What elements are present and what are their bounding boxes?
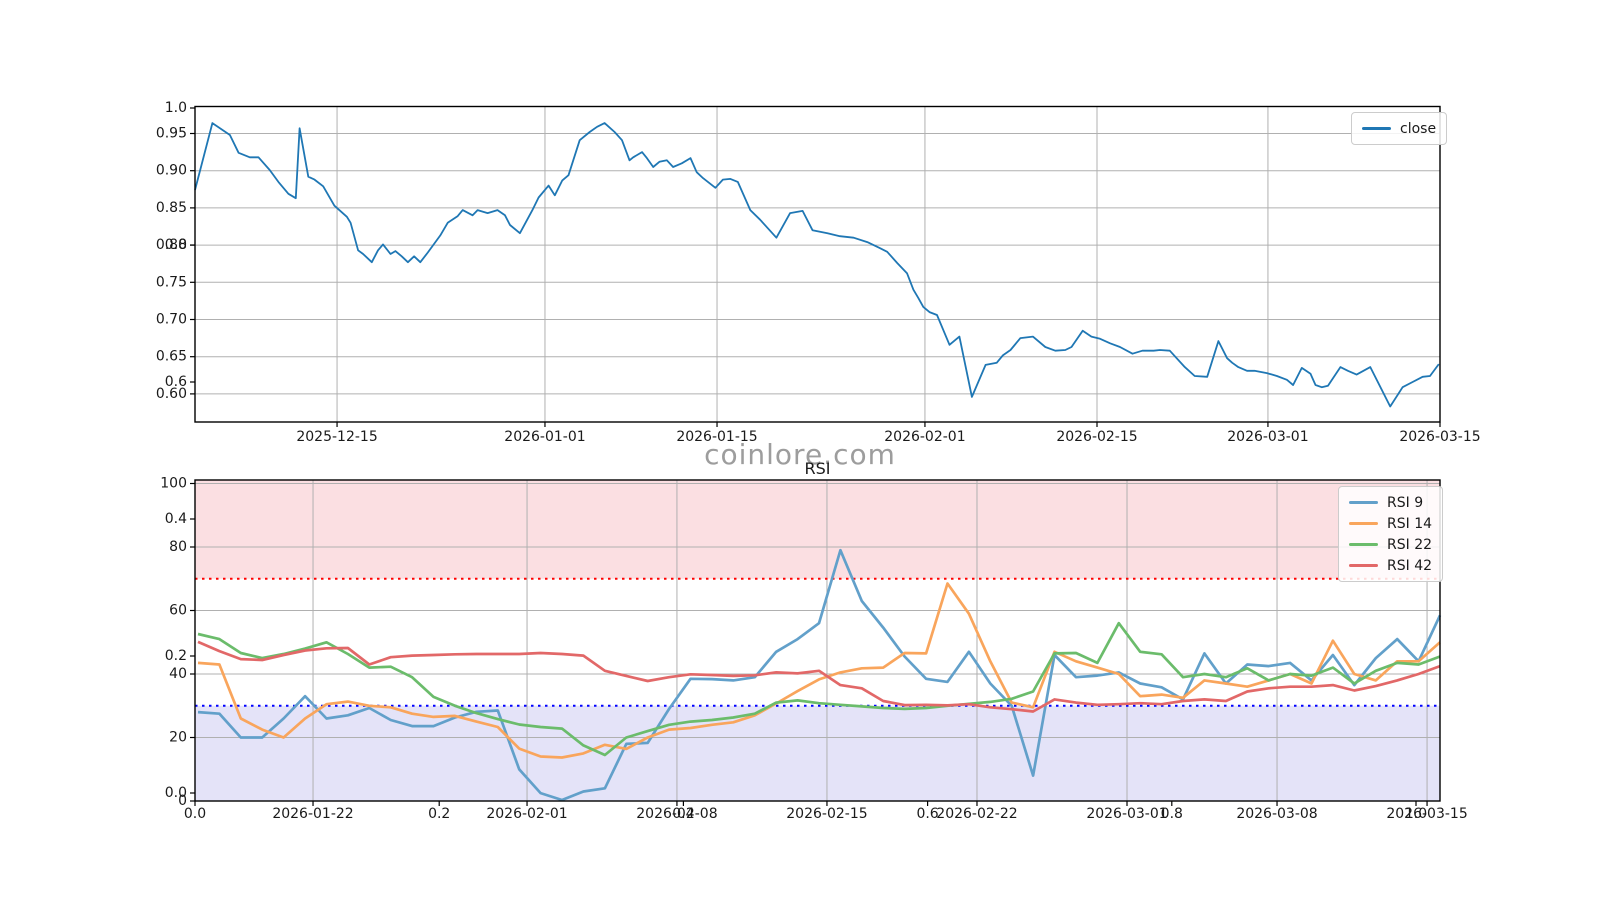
- overlay-x-tick-label: 0.4: [672, 806, 694, 822]
- price-y-tick-label: 0.60: [156, 386, 187, 402]
- watermark: coinlore.com: [704, 438, 896, 471]
- rsi-x-tick-label: 2026-02-08: [636, 806, 717, 822]
- rsi9-line-swatch: [1349, 501, 1378, 504]
- price-y-tick-label: 0.80: [156, 237, 187, 253]
- overlay-y-tick-label: 0.2: [165, 648, 187, 664]
- rsi42-line-swatch: [1349, 564, 1378, 567]
- price-legend: close: [1351, 112, 1448, 145]
- legend-label-rsi42: RSI 42: [1387, 557, 1433, 574]
- price-y-tick-label: 0.65: [156, 349, 187, 365]
- rsi-x-tick-label: 2026-03-15: [1386, 806, 1467, 822]
- overlay-x-tick-label: 0.0: [184, 806, 206, 822]
- rsi-x-tick-label: 2026-01-22: [272, 806, 353, 822]
- overlay-y-tick-label: 0.4: [165, 511, 187, 527]
- price-x-tick-label: 2026-03-15: [1399, 429, 1480, 445]
- rsi-y-tick-label: 100: [160, 476, 187, 492]
- overlay-y-tick-label: 0.8: [165, 237, 187, 253]
- legend-item-rsi42: RSI 42: [1349, 555, 1432, 576]
- overlay-x-tick-label: 1.0: [1405, 806, 1427, 822]
- rsi14-series: [197, 582, 1441, 759]
- price-x-tick-label: 2026-01-15: [676, 429, 757, 445]
- rsi9-series: [197, 548, 1442, 802]
- rsi-x-tick-label: 2026-02-22: [936, 806, 1017, 822]
- rsi-x-tick-label: 2026-03-08: [1236, 806, 1317, 822]
- price-x-tick-label: 2026-03-01: [1227, 429, 1308, 445]
- overlay-y-tick-label: 0.0: [165, 785, 187, 801]
- rsi-legend: RSI 9 RSI 14 RSI 22 RSI 42: [1338, 486, 1444, 582]
- rsi42-series: [197, 640, 1441, 713]
- overlay-x-tick-label: 0.2: [428, 806, 450, 822]
- rsi-y-tick-label: 0: [178, 793, 187, 809]
- rsi-y-tick-label: 40: [169, 666, 187, 682]
- legend-item-rsi14: RSI 14: [1349, 513, 1432, 534]
- rsi-y-tick-label: 20: [169, 730, 187, 746]
- rsi-y-tick-label: 80: [169, 539, 187, 555]
- price-y-tick-label: 0.90: [156, 163, 187, 179]
- price-y-tick-label: 0.75: [156, 274, 187, 290]
- price-y-tick-label: 0.85: [156, 200, 187, 216]
- overbought-band: [195, 480, 1440, 579]
- rsi22-line-swatch: [1349, 543, 1378, 546]
- price-x-tick-label: 2026-02-15: [1056, 429, 1137, 445]
- rsi-axes-frame: [194, 479, 1441, 802]
- rsi14-line-swatch: [1349, 522, 1378, 525]
- overlay-y-tick-label: 0.6: [165, 374, 187, 390]
- legend-item-rsi22: RSI 22: [1349, 534, 1432, 555]
- close-line-swatch: [1362, 127, 1391, 130]
- overlay-y-tick-label: 1.0: [165, 100, 187, 116]
- legend-label-close: close: [1400, 120, 1437, 137]
- rsi-x-tick-label: 2026-03-01: [1086, 806, 1167, 822]
- price-x-tick-label: 2026-02-01: [884, 429, 965, 445]
- rsi-panel-title: RSI: [804, 459, 831, 478]
- legend-label-rsi14: RSI 14: [1387, 515, 1433, 532]
- rsi-y-tick-label: 60: [169, 603, 187, 619]
- legend-item-rsi9: RSI 9: [1349, 492, 1432, 513]
- price-y-tick-label: 0.70: [156, 312, 187, 328]
- oversold-band: [195, 705, 1440, 801]
- price-x-tick-label: 2026-01-01: [504, 429, 585, 445]
- price-y-tick-label: 0.95: [156, 126, 187, 142]
- legend-label-rsi22: RSI 22: [1387, 536, 1433, 553]
- rsi22-series: [197, 621, 1441, 757]
- overlay-x-tick-label: 0.6: [916, 806, 938, 822]
- rsi-x-tick-label: 2026-02-15: [786, 806, 867, 822]
- close-series: [194, 122, 1440, 408]
- rsi-x-tick-label: 2026-02-01: [486, 806, 567, 822]
- legend-label-rsi9: RSI 9: [1387, 494, 1424, 511]
- price-axes-frame: [194, 105, 1441, 423]
- overlay-x-tick-label: 0.8: [1161, 806, 1183, 822]
- price-x-tick-label: 2025-12-15: [296, 429, 377, 445]
- legend-item-close: close: [1362, 118, 1436, 139]
